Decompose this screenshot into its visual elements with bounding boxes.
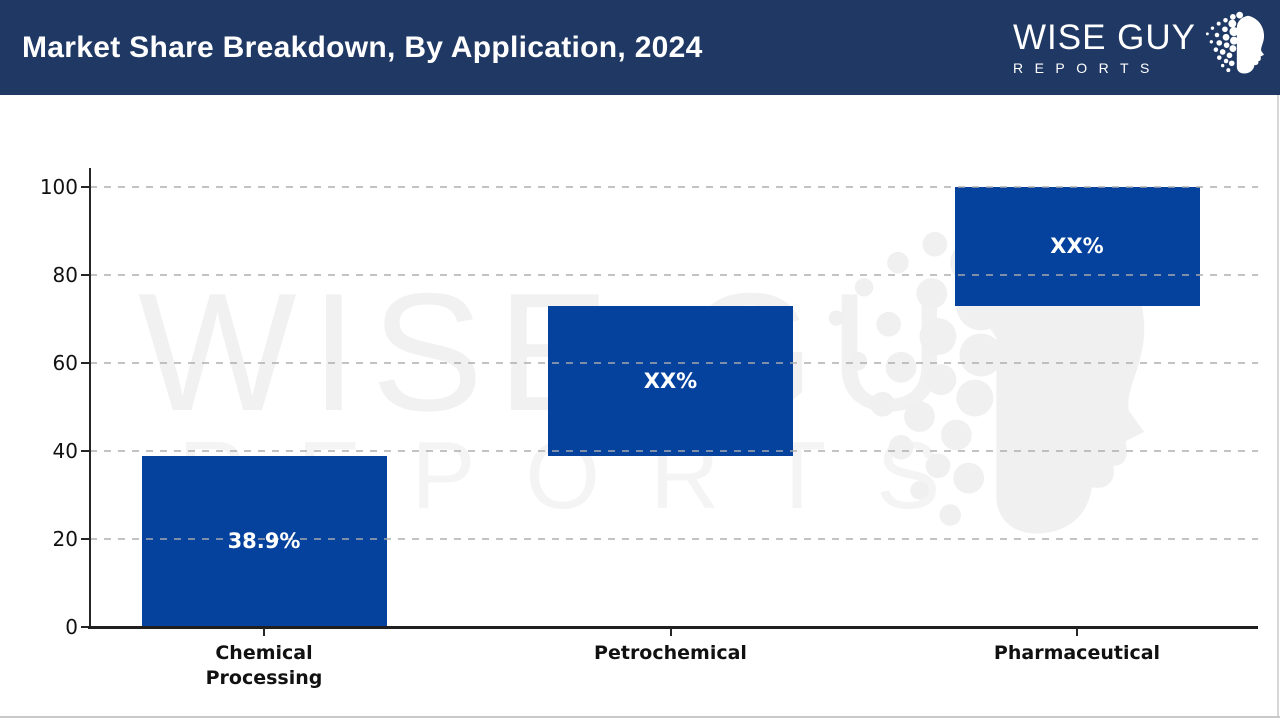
- x-tick: [669, 628, 672, 636]
- x-axis-line: [88, 626, 1258, 629]
- y-tick-label: 100: [39, 175, 78, 199]
- brand-logo-text: WISE GUY REPORTS: [1013, 20, 1196, 75]
- brand-logo: WISE GUY REPORTS: [1013, 11, 1268, 85]
- y-tick: [81, 362, 90, 364]
- bar-value-label: XX%: [643, 368, 698, 393]
- page-title: Market Share Breakdown, By Application, …: [22, 30, 703, 64]
- y-tick-label: 0: [65, 615, 78, 639]
- bar-value-label: XX%: [1050, 234, 1104, 259]
- brand-name: WISE GUY: [1012, 18, 1196, 57]
- gridline: [90, 362, 1258, 364]
- right-border-line: [1277, 95, 1279, 716]
- bar: [954, 187, 1200, 306]
- y-tick: [81, 274, 90, 276]
- gridline: [90, 274, 1258, 276]
- y-tick-label: 60: [52, 351, 78, 375]
- y-tick-label: 80: [52, 263, 78, 287]
- bar-value-label: 38.9%: [227, 529, 301, 554]
- bar: [548, 305, 793, 456]
- y-tick-label: 40: [52, 439, 78, 463]
- x-tick: [1076, 628, 1078, 636]
- y-tick: [81, 450, 90, 452]
- y-axis-line: [89, 168, 91, 629]
- x-category-label: Pharmaceutical: [993, 642, 1161, 664]
- brand-subname: REPORTS: [1012, 60, 1161, 76]
- x-tick: [263, 628, 265, 636]
- gridline: [90, 538, 1258, 540]
- bottom-border-line: [0, 716, 1280, 718]
- x-category-label: Chemical Processing: [205, 642, 323, 689]
- dot-face-logo-icon: [1205, 11, 1265, 73]
- y-tick-label: 20: [52, 527, 78, 551]
- x-category-label: Petrochemical: [594, 642, 747, 664]
- y-tick: [81, 538, 90, 540]
- y-tick: [81, 186, 90, 188]
- gridline: [90, 186, 1258, 188]
- gridline: [90, 450, 1258, 452]
- bar: [141, 455, 387, 627]
- y-tick: [81, 626, 90, 628]
- header-bar: Market Share Breakdown, By Application, …: [0, 0, 1280, 95]
